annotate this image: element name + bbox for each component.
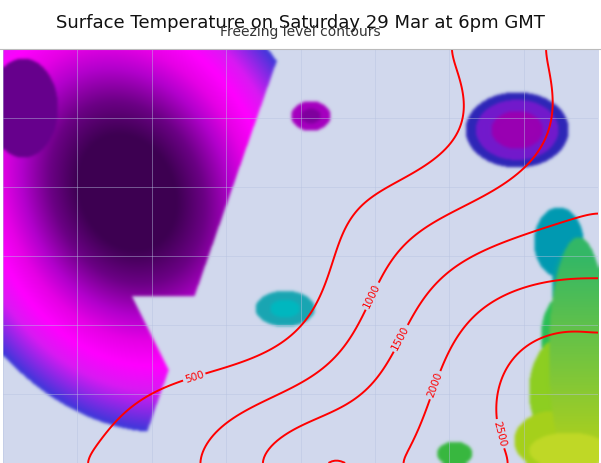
Text: Freezing level contours: Freezing level contours <box>220 25 381 39</box>
Text: 2500: 2500 <box>492 420 508 448</box>
Text: 1500: 1500 <box>390 325 411 352</box>
Text: Surface Temperature on Saturday 29 Mar at 6pm GMT: Surface Temperature on Saturday 29 Mar a… <box>56 14 545 32</box>
Text: 1000: 1000 <box>362 282 382 310</box>
Text: 500: 500 <box>183 369 205 385</box>
Text: 2000: 2000 <box>426 371 444 399</box>
